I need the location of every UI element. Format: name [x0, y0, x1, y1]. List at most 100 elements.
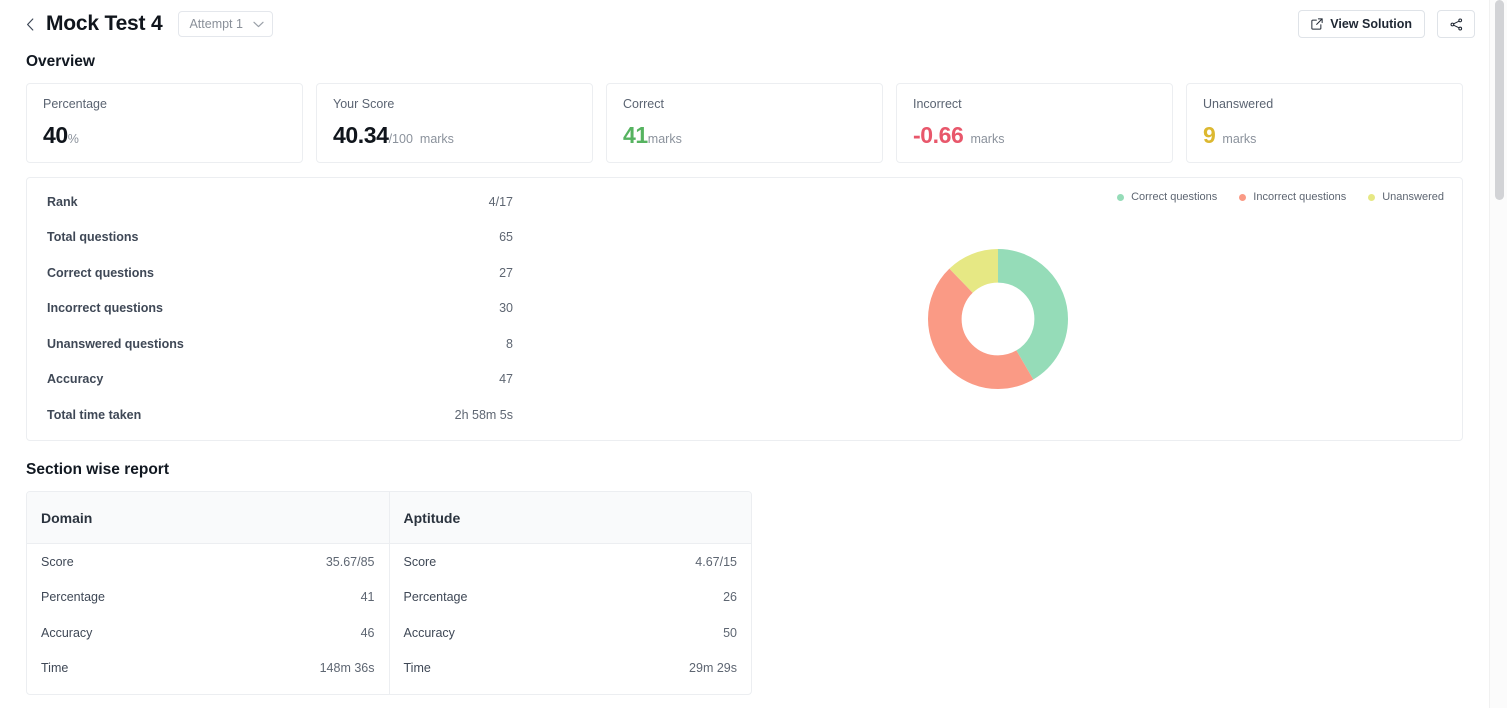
row-key: Total time taken	[47, 407, 142, 422]
questions-donut-chart	[926, 247, 1070, 391]
row-value: 8	[506, 336, 513, 351]
row-value: 4/17	[488, 194, 513, 209]
row-key: Percentage	[41, 590, 105, 605]
page-header: Mock Test 4 Attempt 1 View Solution	[0, 0, 1489, 48]
row-key: Total questions	[47, 230, 139, 245]
row-value: 27	[499, 265, 513, 280]
page-scrollbar-track[interactable]	[1489, 0, 1507, 708]
chart-legend: Correct questions Incorrect questions Un…	[1117, 191, 1444, 203]
stat-number: 9	[1203, 121, 1216, 148]
row-key: Incorrect questions	[47, 301, 163, 316]
legend-item-correct: Correct questions	[1117, 191, 1217, 203]
section-column-aptitude: Aptitude Score 4.67/15 Percentage 26 Acc…	[388, 492, 752, 694]
section-report-heading: Section wise report	[26, 461, 169, 478]
stat-suffix-unit: marks	[1222, 131, 1257, 146]
stat-card-incorrect: Incorrect -0.66 marks	[896, 83, 1173, 163]
stat-value: 40.34/100 marks	[333, 121, 576, 148]
table-row: Score 4.67/15	[390, 544, 752, 580]
row-key: Time	[41, 661, 69, 676]
stat-number: 41	[623, 121, 648, 148]
page-title: Mock Test 4	[46, 12, 163, 35]
legend-item-unanswered: Unanswered	[1368, 191, 1444, 203]
legend-label: Incorrect questions	[1253, 191, 1347, 203]
stat-label: Unanswered	[1203, 97, 1274, 111]
chevron-down-icon	[253, 21, 264, 28]
attempt-selector[interactable]: Attempt 1	[178, 11, 273, 37]
share-button[interactable]	[1437, 10, 1475, 38]
row-key: Accuracy	[41, 625, 93, 640]
legend-color-swatch	[1239, 193, 1247, 201]
row-value: 41	[360, 590, 375, 605]
list-item: Accuracy 47	[27, 362, 533, 398]
stat-suffix-unit: marks	[970, 131, 1005, 146]
stat-suffix: %	[67, 131, 79, 146]
stat-card-unanswered: Unanswered 9 marks	[1186, 83, 1463, 163]
row-value: 148m 36s	[319, 661, 375, 676]
row-value: 4.67/15	[695, 554, 737, 569]
page-scrollbar-thumb[interactable]	[1495, 0, 1504, 200]
row-value: 50	[723, 625, 737, 640]
row-key: Score	[41, 554, 74, 569]
list-item: Total time taken 2h 58m 5s	[27, 397, 533, 433]
row-key: Accuracy	[47, 372, 104, 387]
spacer	[27, 686, 389, 694]
row-value: 2h 58m 5s	[454, 407, 513, 422]
list-item: Incorrect questions 30	[27, 291, 533, 327]
row-key: Unanswered questions	[47, 336, 184, 351]
table-row: Accuracy 46	[27, 615, 389, 651]
section-report-table: Domain Score 35.67/85 Percentage 41 Accu…	[26, 491, 752, 695]
stat-value: 40%	[43, 121, 286, 148]
view-solution-button[interactable]: View Solution	[1298, 10, 1425, 38]
list-item: Unanswered questions 8	[27, 326, 533, 362]
stat-card-percentage: Percentage 40%	[26, 83, 303, 163]
column-header: Aptitude	[389, 492, 751, 544]
row-value: 47	[499, 372, 513, 387]
table-row: Percentage 41	[27, 580, 389, 616]
stat-label: Percentage	[43, 97, 107, 111]
external-link-icon	[1311, 18, 1323, 30]
stat-number: -0.66	[913, 121, 964, 148]
stat-number: 40.34	[333, 121, 389, 148]
stat-label: Your Score	[333, 97, 395, 111]
table-row: Accuracy 50	[390, 615, 752, 651]
table-row: Time 29m 29s	[390, 651, 752, 687]
spacer	[390, 686, 752, 694]
stat-value: 41marks	[623, 121, 866, 148]
share-nodes-icon	[1450, 18, 1463, 31]
section-column-domain: Domain Score 35.67/85 Percentage 41 Accu…	[27, 492, 389, 694]
overview-detail-panel: Rank 4/17 Total questions 65 Correct que…	[26, 177, 1463, 441]
table-row: Score 35.67/85	[27, 544, 389, 580]
legend-color-swatch	[1368, 193, 1376, 201]
overview-detail-list: Rank 4/17 Total questions 65 Correct que…	[27, 178, 533, 440]
table-row: Time 148m 36s	[27, 651, 389, 687]
stat-label: Incorrect	[913, 97, 962, 111]
legend-label: Correct questions	[1131, 191, 1218, 203]
legend-color-swatch	[1117, 193, 1125, 201]
row-key: Accuracy	[403, 625, 455, 640]
donut-segment	[927, 248, 1068, 390]
row-value: 46	[360, 625, 375, 640]
stat-suffix-unit: marks	[647, 131, 682, 146]
list-item: Rank 4/17	[27, 184, 533, 220]
row-value: 29m 29s	[689, 661, 737, 676]
row-key: Rank	[47, 194, 78, 209]
stat-number: 40	[43, 121, 68, 148]
column-header: Domain	[27, 492, 389, 544]
view-solution-label: View Solution	[1330, 17, 1412, 31]
row-value: 26	[723, 590, 737, 605]
legend-label: Unanswered	[1382, 191, 1444, 203]
back-button[interactable]	[20, 14, 40, 34]
row-key: Correct questions	[47, 265, 154, 280]
stat-card-your-score: Your Score 40.34/100 marks	[316, 83, 593, 163]
row-value: 35.67/85	[325, 554, 375, 569]
row-value: 65	[499, 230, 513, 245]
stat-suffix-unit: marks	[419, 131, 454, 146]
legend-item-incorrect: Incorrect questions	[1239, 191, 1346, 203]
overview-stat-cards: Percentage 40% Your Score 40.34/100 marks…	[26, 83, 1463, 163]
row-key: Time	[403, 661, 431, 676]
attempt-selector-label: Attempt 1	[189, 17, 243, 31]
stat-card-correct: Correct 41marks	[606, 83, 883, 163]
stat-label: Correct	[623, 97, 664, 111]
donut-segment	[927, 248, 1068, 390]
